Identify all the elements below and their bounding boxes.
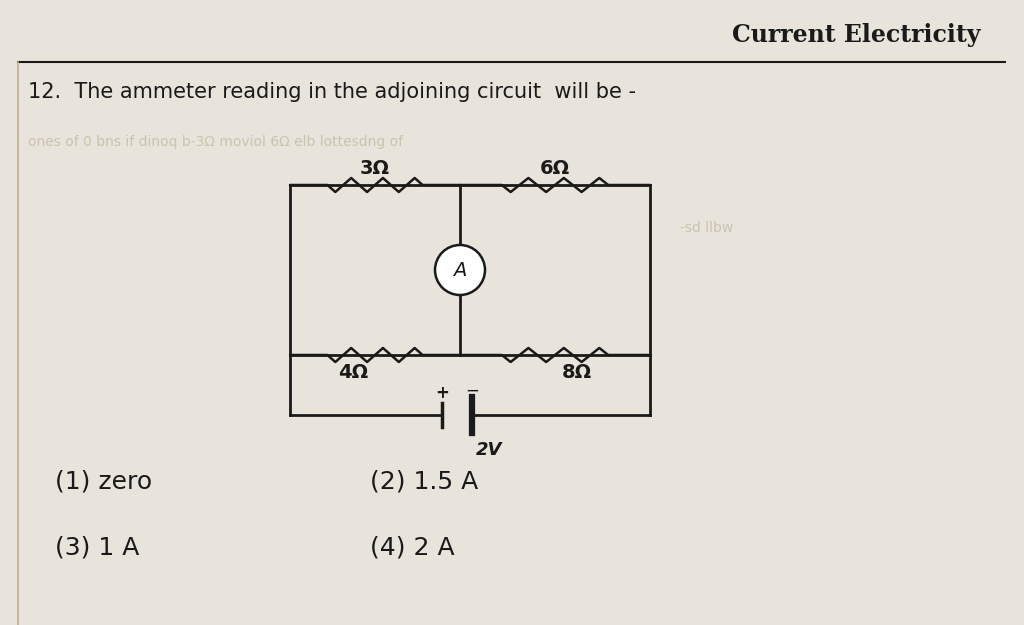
Text: 12.  The ammeter reading in the adjoining circuit  will be -: 12. The ammeter reading in the adjoining… [28, 82, 636, 102]
Text: ones of 0 bns if dinoq b-3Ω moviol 6Ω elb lottesdng of: ones of 0 bns if dinoq b-3Ω moviol 6Ω el… [28, 135, 403, 149]
Text: 6Ω: 6Ω [540, 159, 570, 179]
Text: (1) zero: (1) zero [55, 470, 153, 494]
Text: -sd llbw: -sd llbw [680, 221, 733, 235]
Text: (3) 1 A: (3) 1 A [55, 536, 139, 560]
Text: A: A [454, 261, 467, 279]
Text: 4Ω: 4Ω [338, 364, 368, 382]
Text: 3Ω: 3Ω [360, 159, 390, 179]
Text: (2) 1.5 A: (2) 1.5 A [370, 470, 478, 494]
Text: 8Ω: 8Ω [562, 364, 592, 382]
Text: +: + [435, 384, 449, 402]
Text: 2V: 2V [476, 441, 503, 459]
Text: Current Electricity: Current Electricity [731, 23, 980, 47]
Circle shape [435, 245, 485, 295]
Text: (4) 2 A: (4) 2 A [370, 536, 455, 560]
Text: −: − [465, 382, 479, 400]
